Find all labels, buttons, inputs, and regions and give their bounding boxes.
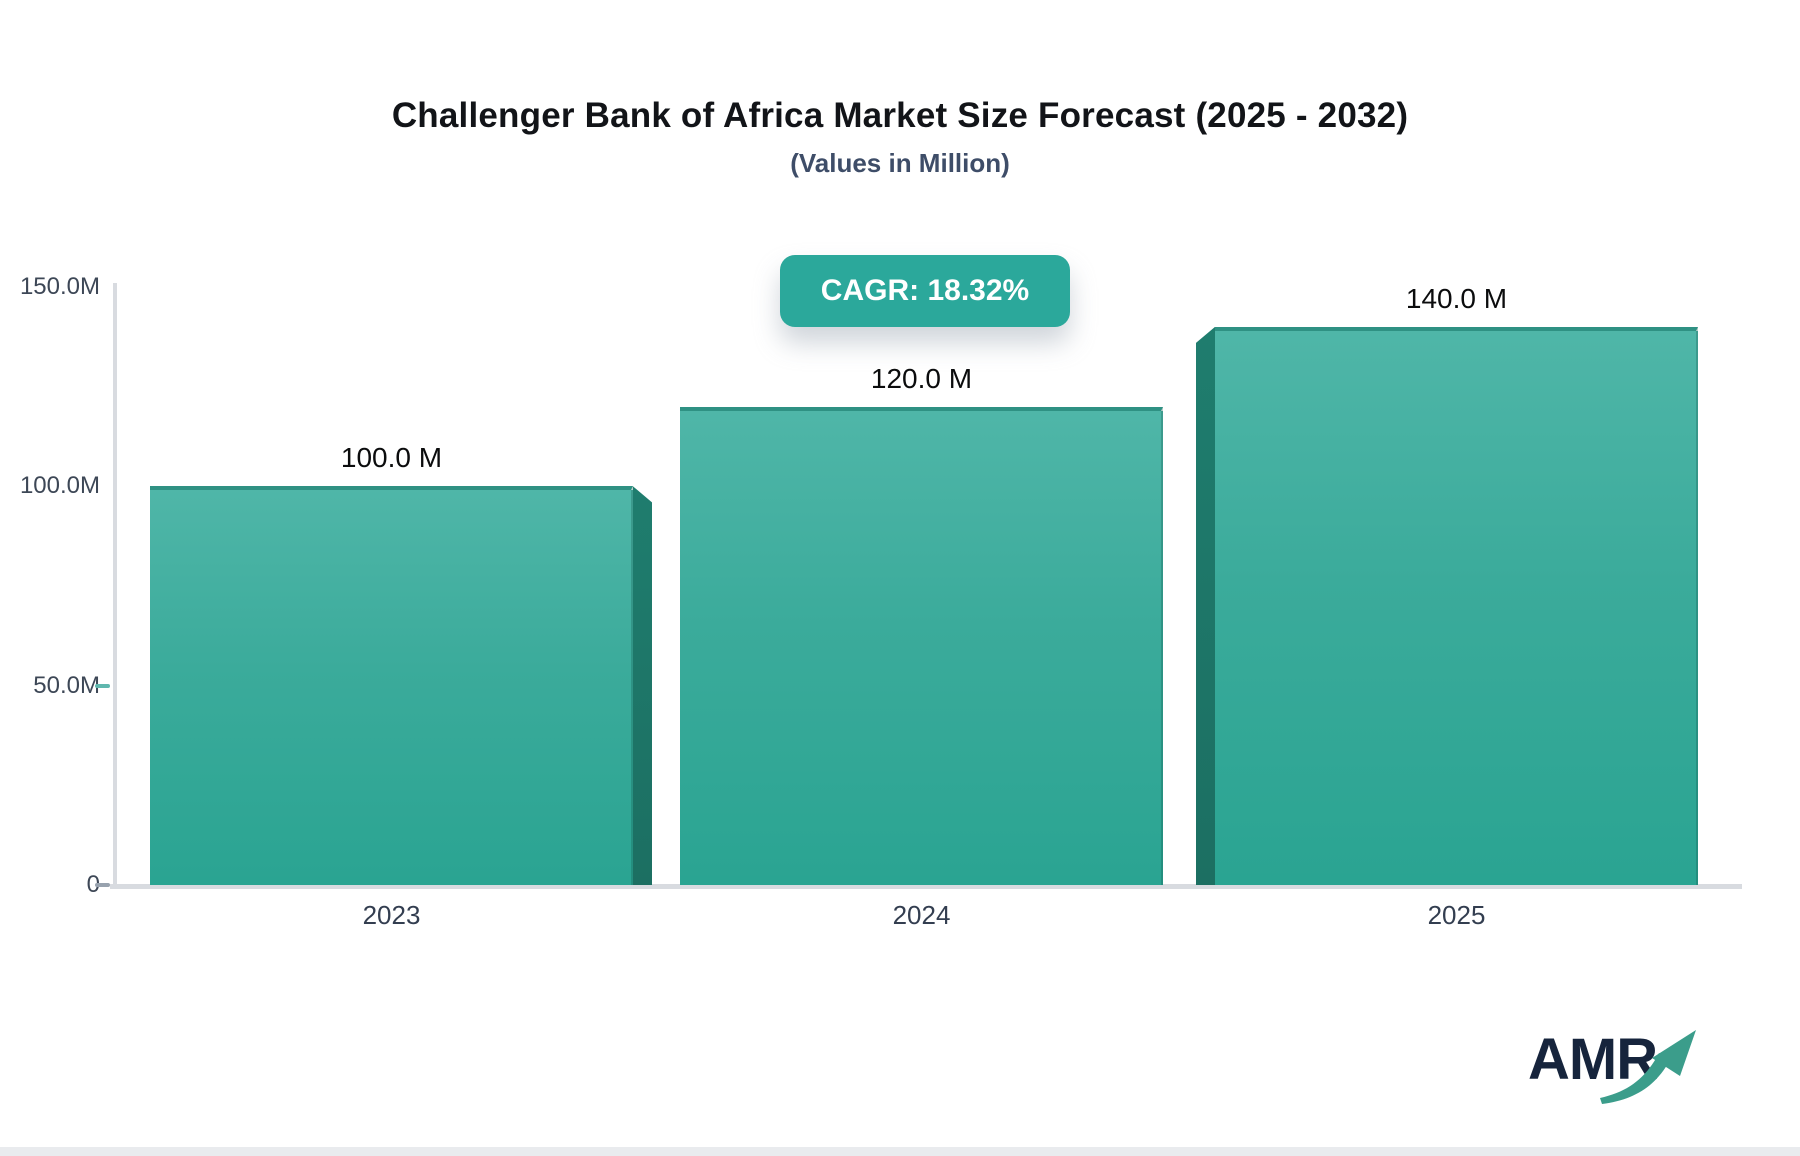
bar-2024 xyxy=(680,406,1163,885)
amr-logo-text: AMR xyxy=(1528,1027,1658,1092)
growth-arrow-icon xyxy=(1600,1030,1696,1104)
bar-value-label: 120.0 M xyxy=(870,362,973,394)
y-axis-tick-label: 0 xyxy=(86,871,100,898)
y-axis-tick-label: 50.0M xyxy=(33,671,100,699)
y-axis-tick-mark xyxy=(95,683,110,688)
bar-value-label: 140.0 M xyxy=(1405,282,1508,314)
y-axis-tick-label: 150.0M xyxy=(19,273,100,300)
bar-2023 xyxy=(150,486,633,885)
bar-2025 xyxy=(1215,326,1698,885)
cagr-badge: CAGR: 18.32% xyxy=(780,255,1070,327)
x-axis-label: 2023 xyxy=(362,900,421,930)
x-axis-baseline xyxy=(110,884,1742,889)
x-axis-label: 2024 xyxy=(892,900,951,930)
chart-title: Challenger Bank of Africa Market Size Fo… xyxy=(391,96,1409,135)
y-axis-tick-mark xyxy=(95,883,110,887)
x-axis-label: 2025 xyxy=(1427,900,1486,930)
bar-3d-side xyxy=(1196,326,1215,885)
bottom-edge-strip xyxy=(0,1147,1800,1156)
chart-subtitle: (Values in Million) xyxy=(790,148,1010,178)
y-axis-tick-label: 100.0M xyxy=(19,472,100,500)
y-axis-line xyxy=(113,283,117,886)
cagr-badge-label: CAGR: 18.32% xyxy=(820,274,1030,307)
bar-3d-side xyxy=(633,486,652,885)
bar-value-label: 100.0 M xyxy=(340,442,443,474)
amr-logo: AMR xyxy=(1528,1026,1748,1126)
